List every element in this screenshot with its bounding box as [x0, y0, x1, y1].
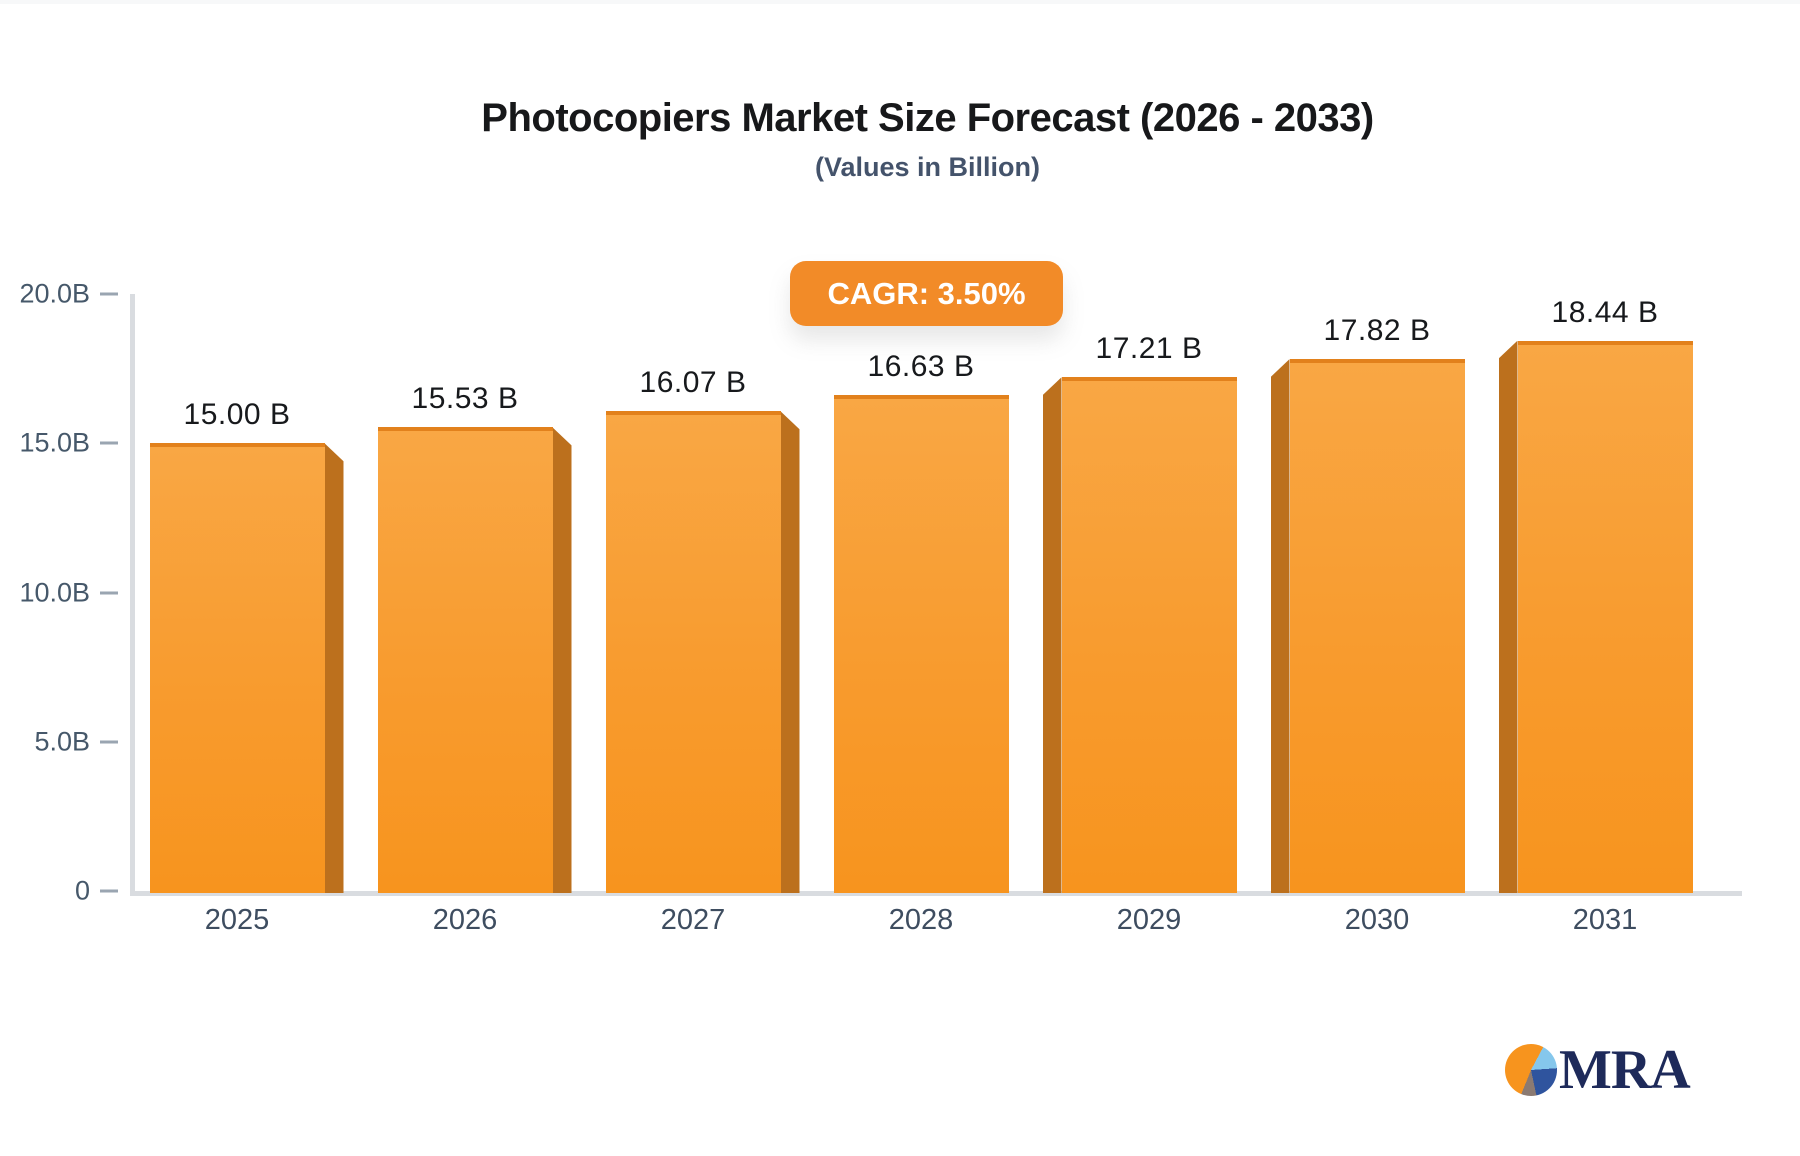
- bar-side-2027: [780, 411, 800, 893]
- x-axis-line: [130, 891, 1742, 896]
- bar-value-label: 17.21 B: [1095, 332, 1203, 366]
- chart-header: Photocopiers Market Size Forecast (2026 …: [55, 4, 1800, 204]
- x-tick-label-2028: 2028: [888, 904, 954, 936]
- bar-side-2025: [324, 443, 344, 893]
- chart-title: Photocopiers Market Size Forecast (2026 …: [481, 96, 1374, 140]
- y-tick-mark: [100, 591, 118, 594]
- x-tick-label-2025: 2025: [204, 904, 270, 936]
- x-tick-label-2026: 2026: [432, 904, 498, 936]
- bar-value-label: 16.63 B: [867, 349, 975, 383]
- y-tick-label: 5.0B: [34, 726, 90, 757]
- y-tick-label: 0: [74, 875, 90, 906]
- bar-side-2029: [1042, 377, 1062, 893]
- x-tick-label-2030: 2030: [1344, 904, 1410, 936]
- chart-subtitle: (Values in Billion): [814, 152, 1041, 182]
- x-tick-label-2029: 2029: [1116, 904, 1182, 936]
- y-tick-mark: [100, 292, 118, 296]
- mra-logo: MRA: [1505, 1039, 1691, 1101]
- bar-2028[interactable]: [833, 394, 1009, 893]
- bar-2029[interactable]: [1061, 377, 1237, 893]
- x-tick-label-2031: 2031: [1572, 904, 1638, 936]
- bar-2030[interactable]: [1289, 359, 1465, 893]
- y-tick-mark: [100, 889, 118, 893]
- bar-2031[interactable]: [1517, 340, 1693, 893]
- y-tick-mark: [100, 740, 118, 744]
- bar-side-2026: [552, 427, 572, 893]
- y-tick-label: 20.0B: [19, 278, 90, 309]
- bar-value-label: 15.00 B: [183, 398, 291, 432]
- logo-text: MRA: [1559, 1039, 1691, 1101]
- y-tick-mark: [100, 441, 118, 445]
- bar-value-label: 17.82 B: [1323, 314, 1431, 348]
- y-tick-label: 10.0B: [19, 577, 90, 607]
- y-tick-label: 15.0B: [19, 427, 90, 458]
- cagr-badge: CAGR: 3.50%: [790, 261, 1063, 326]
- bar-2027[interactable]: [605, 411, 781, 893]
- x-tick-label-2027: 2027: [660, 904, 726, 936]
- y-axis-line: [130, 294, 135, 895]
- bar-2025[interactable]: [149, 443, 325, 893]
- bar-value-label: 16.07 B: [639, 366, 747, 400]
- pie-chart-logo-icon: [1505, 1044, 1557, 1096]
- bar-side-2031: [1498, 340, 1518, 893]
- bar-value-label: 18.44 B: [1551, 295, 1659, 329]
- bar-value-label: 15.53 B: [411, 382, 519, 416]
- bar-2026[interactable]: [377, 427, 553, 893]
- bar-chart-plot: 0 5.0B 10.0B 15.0B 20.0B 15.00 B 15.53 B 16.07…: [0, 4, 1800, 1156]
- bar-side-2030: [1270, 359, 1290, 893]
